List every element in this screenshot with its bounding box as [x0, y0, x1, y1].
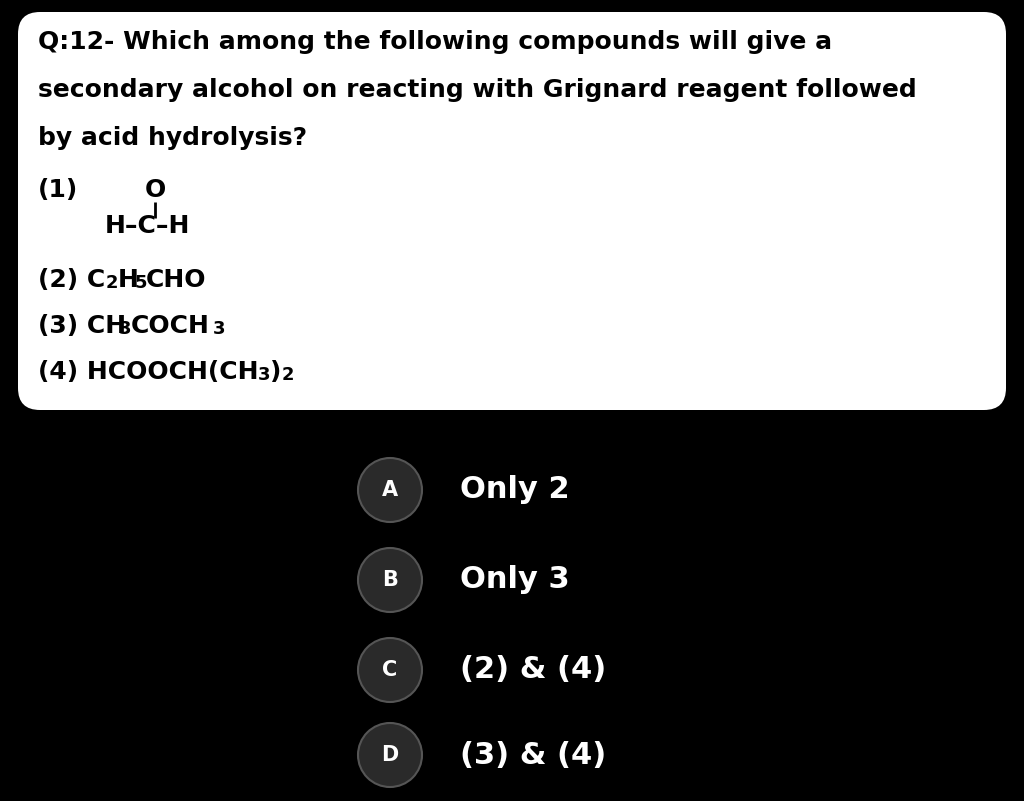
Text: by acid hydrolysis?: by acid hydrolysis? — [38, 126, 307, 150]
Text: 3: 3 — [119, 320, 131, 338]
Text: B: B — [382, 570, 398, 590]
Text: secondary alcohol on reacting with Grignard reagent followed: secondary alcohol on reacting with Grign… — [38, 78, 916, 102]
Text: A: A — [382, 480, 398, 500]
Text: COCH: COCH — [131, 314, 210, 338]
Text: (3) CH: (3) CH — [38, 314, 126, 338]
Text: ): ) — [270, 360, 282, 384]
Text: D: D — [381, 745, 398, 765]
Text: 2: 2 — [106, 274, 119, 292]
Text: (3) & (4): (3) & (4) — [460, 740, 606, 770]
Circle shape — [358, 638, 422, 702]
Circle shape — [358, 548, 422, 612]
Text: Only 2: Only 2 — [460, 476, 569, 505]
Text: 2: 2 — [282, 366, 295, 384]
Circle shape — [358, 723, 422, 787]
Text: O: O — [144, 178, 166, 202]
Text: (1): (1) — [38, 178, 78, 202]
FancyBboxPatch shape — [18, 12, 1006, 410]
Text: 3: 3 — [258, 366, 270, 384]
Text: Q:12- Which among the following compounds will give a: Q:12- Which among the following compound… — [38, 30, 833, 54]
Circle shape — [358, 458, 422, 522]
Text: H: H — [118, 268, 139, 292]
Text: 5: 5 — [135, 274, 147, 292]
Text: (4) HCOOCH(CH: (4) HCOOCH(CH — [38, 360, 258, 384]
Text: CHO: CHO — [146, 268, 207, 292]
Text: (2) C: (2) C — [38, 268, 105, 292]
Text: (2) & (4): (2) & (4) — [460, 655, 606, 685]
Text: 3: 3 — [213, 320, 225, 338]
Text: C: C — [382, 660, 397, 680]
Text: Only 3: Only 3 — [460, 566, 569, 594]
Text: H–C–H: H–C–H — [105, 214, 190, 238]
